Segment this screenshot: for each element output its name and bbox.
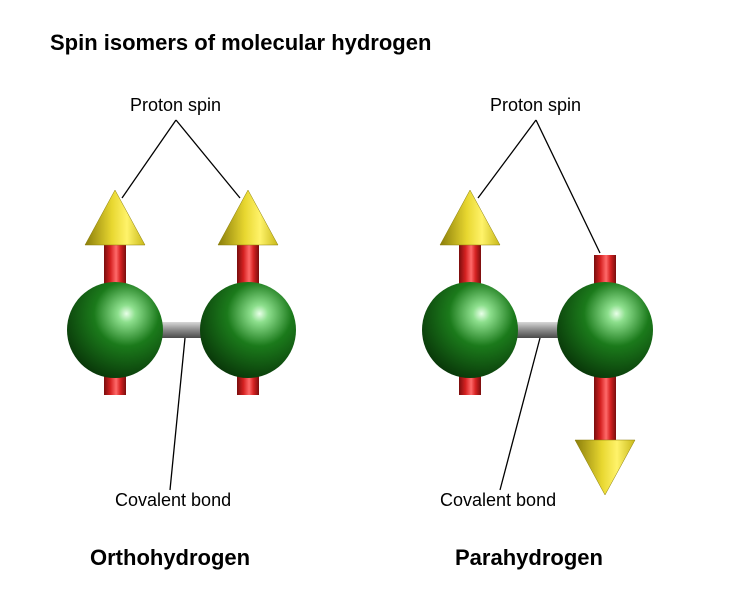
para-arrow1-up [440,190,500,245]
ortho-atom1 [67,282,163,378]
ortho-arrow2-up [218,190,278,245]
para-arrow2-down [575,440,635,495]
para-molecule [422,120,653,495]
para-atom1 [422,282,518,378]
ortho-bond-leader [170,338,185,490]
ortho-atom2 [200,282,296,378]
diagram-svg [0,0,744,594]
ortho-arrow1-up [85,190,145,245]
ortho-proton-leader [122,120,240,198]
para-proton-leader [478,120,600,253]
para-atom2 [557,282,653,378]
ortho-molecule [67,120,296,490]
